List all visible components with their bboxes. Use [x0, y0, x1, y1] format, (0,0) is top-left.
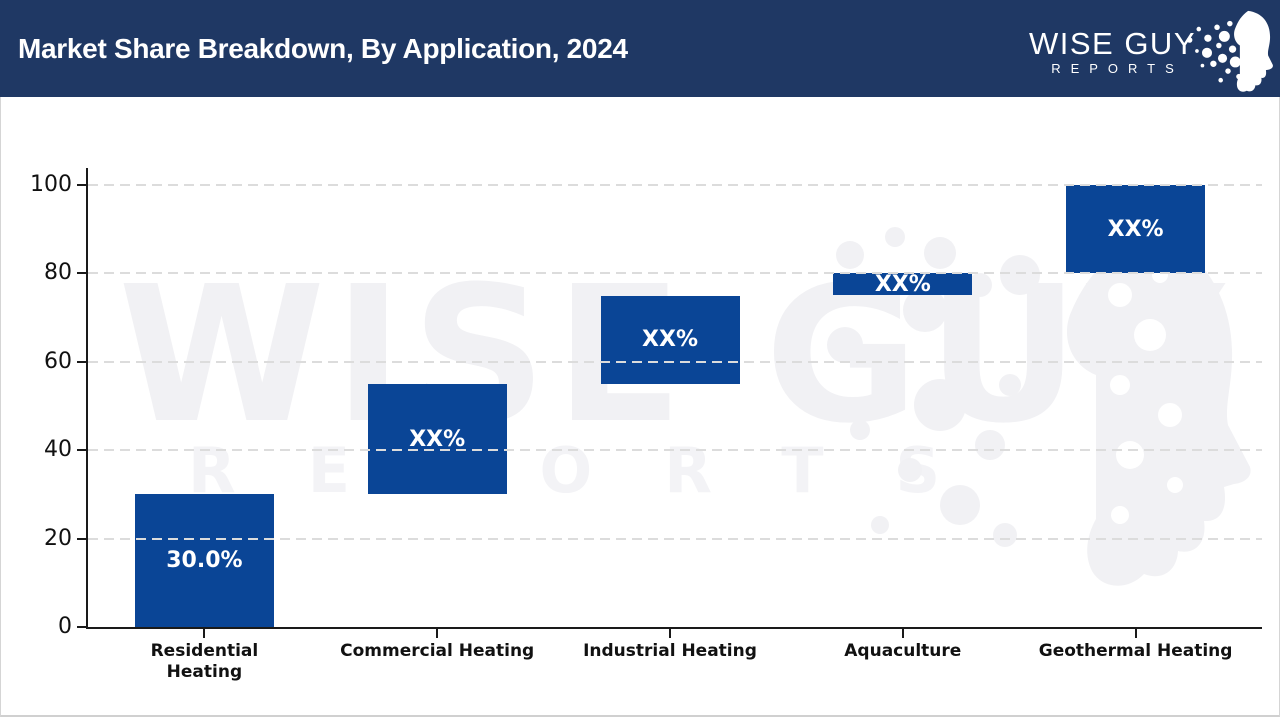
y-tick-mark — [77, 360, 86, 363]
chart-title: Market Share Breakdown, By Application, … — [18, 32, 628, 64]
wiseguy-reports-logo: WISE GUY REPORTS — [1029, 10, 1274, 92]
header-bar: Market Share Breakdown, By Application, … — [0, 0, 1280, 97]
x-tick-label: Industrial Heating — [583, 641, 757, 661]
gridline — [88, 272, 1262, 275]
x-tick-mark — [203, 629, 206, 638]
bar-value-label: XX% — [1107, 216, 1164, 242]
x-tick-mark — [1134, 629, 1137, 638]
x-tick-mark — [901, 629, 904, 638]
y-tick-mark — [77, 272, 86, 275]
x-tick-mark — [436, 629, 439, 638]
y-axis-line — [86, 168, 88, 629]
logo-face-icon — [1186, 10, 1273, 92]
bar-value-label: XX% — [409, 426, 466, 452]
bar: 30.0% — [134, 494, 274, 627]
bar-value-label: 30.0% — [166, 548, 243, 574]
y-tick-label: 100 — [30, 172, 72, 197]
bar-value-label: XX% — [874, 271, 931, 297]
bar: XX% — [1066, 185, 1206, 274]
logo-text: WISE GUY REPORTS — [1029, 28, 1196, 75]
gridline — [88, 537, 1262, 540]
y-tick-label: 60 — [44, 348, 72, 374]
gridline — [88, 360, 1262, 363]
y-tick-label: 20 — [44, 525, 72, 551]
y-tick-mark — [77, 184, 86, 186]
bar: XX% — [833, 271, 973, 297]
logo-reports-text: REPORTS — [1051, 60, 1184, 76]
logo-wiseguy-text: WISE GUY — [1028, 25, 1196, 61]
bar: XX% — [367, 383, 507, 495]
y-tick-mark — [77, 537, 86, 540]
y-tick-label: 80 — [44, 260, 72, 286]
x-tick-label: Residential Heating — [150, 641, 259, 683]
y-tick-label: 0 — [58, 614, 72, 639]
x-axis-line — [86, 627, 1262, 629]
x-tick-label: Aquaculture — [844, 641, 962, 661]
y-tick-mark — [77, 449, 86, 452]
bar: XX% — [600, 295, 740, 384]
x-tick-label: Commercial Heating — [340, 641, 535, 661]
gridline — [88, 449, 1262, 452]
x-tick-label: Geothermal Heating — [1038, 641, 1233, 661]
x-tick-mark — [669, 629, 671, 638]
y-tick-label: 40 — [44, 437, 72, 463]
y-tick-mark — [77, 626, 86, 628]
gridline — [88, 184, 1262, 186]
bar-value-label: XX% — [642, 327, 698, 353]
